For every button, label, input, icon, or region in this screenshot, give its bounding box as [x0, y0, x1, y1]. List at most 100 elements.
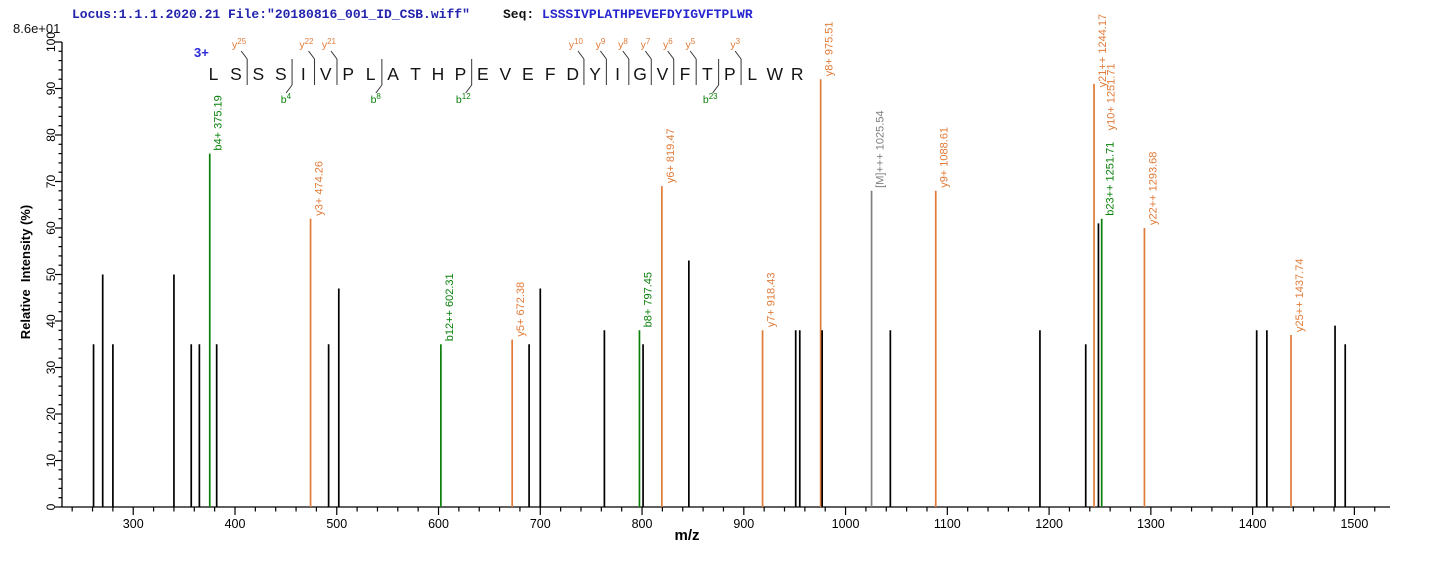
peak-label: y8+ 975.51: [824, 21, 836, 76]
residue-3-S: S: [253, 64, 265, 84]
seq-label: Seq:: [503, 7, 543, 22]
x-tick-label: 1300: [1137, 517, 1165, 531]
y3-ion-label: y3: [730, 37, 740, 51]
y-ion-tick: [330, 50, 338, 60]
residue-21-V: V: [657, 64, 669, 84]
y-ion-tick: [599, 50, 607, 60]
y-tick-label: 80: [44, 128, 58, 142]
y-ion-tick: [240, 50, 248, 60]
x-tick-label: 500: [326, 517, 347, 531]
peak-label: y5+ 672.38: [515, 282, 527, 337]
residue-16-F: F: [545, 64, 556, 84]
y-ion-tick: [644, 50, 652, 60]
peak-label: y7+ 918.43: [766, 273, 778, 328]
b-ion-tick: [285, 84, 293, 94]
residue-10-T: T: [410, 64, 421, 84]
b23-ion-label: b23: [703, 92, 718, 106]
residue-5-I: I: [301, 64, 306, 84]
y21-ion-label: y21: [322, 37, 337, 51]
residue-6-V: V: [320, 64, 332, 84]
y-axis-tick-labels: 0 10 20 30 40 50 60 70 80 90 100: [44, 32, 58, 511]
residue-11-H: H: [432, 64, 445, 84]
y6-ion-label: y6: [663, 37, 673, 51]
residue-8-L: L: [366, 64, 376, 84]
residue-17-D: D: [566, 64, 579, 84]
seq-value: LSSSIVPLATHPEVEFDYIGVFTPLWR: [542, 7, 753, 22]
y-tick-label: 90: [44, 82, 58, 96]
peak-labels: b4+ 375.19 y3+ 474.26 b12++ 602.31 y5+ 672.…: [213, 14, 1306, 341]
peak-label: b23++ 1251.71: [1105, 142, 1117, 216]
x-tick-label: 800: [632, 517, 653, 531]
y7-ion-label: y7: [641, 37, 651, 51]
peak-label: b4+ 375.19: [213, 95, 225, 150]
residue-15-E: E: [522, 64, 534, 84]
x-tick-label: 600: [428, 517, 449, 531]
residue-12-P: P: [455, 64, 467, 84]
y-tick-label: 70: [44, 175, 58, 189]
residue-2-S: S: [230, 64, 242, 84]
precursor-charge-label: 3+: [194, 45, 209, 60]
residue-18-Y: Y: [589, 64, 601, 84]
b12-ion-label: b12: [456, 92, 471, 106]
residue-27-R: R: [791, 64, 804, 84]
peaks: [92, 79, 1347, 507]
peak-label: y21++ 1244.17: [1097, 14, 1109, 87]
x-tick-label: 700: [530, 517, 551, 531]
residue-25-L: L: [747, 64, 757, 84]
x-axis-tick-labels: 300 400 500 600 700 800 900 1000 1100 1200 1300 140…: [123, 517, 1369, 531]
peak-label: y25++ 1437.74: [1294, 259, 1306, 332]
axes: [61, 42, 1390, 508]
y-axis-ticks: [55, 41, 62, 508]
b-ion-tick: [712, 84, 720, 94]
residue-14-V: V: [500, 64, 512, 84]
y-ion-tick: [308, 50, 315, 60]
x-tick-label: 1400: [1239, 517, 1267, 531]
y-tick-label: 50: [44, 268, 58, 282]
x-tick-label: 1100: [934, 517, 961, 531]
y-ion-tick: [622, 50, 630, 60]
x-axis-title: m/z: [674, 527, 700, 544]
x-tick-label: 1200: [1035, 517, 1063, 531]
x-axis-ticks: [71, 507, 1376, 515]
y-tick-label: 0: [44, 503, 58, 510]
y-tick-label: 20: [44, 407, 58, 421]
peak-label: b8+ 797.45: [642, 272, 654, 327]
residue-13-E: E: [477, 64, 489, 84]
b8-ion-label: b8: [371, 92, 382, 106]
x-tick-label: 1000: [832, 517, 860, 531]
residue-4-S: S: [275, 64, 287, 84]
y5-ion-label: y5: [685, 37, 695, 51]
y8-ion-label: y8: [618, 37, 628, 51]
residue-19-I: I: [615, 64, 620, 84]
b-ion-tick: [465, 84, 473, 94]
peak-label: y10+ 1251.71: [1106, 63, 1118, 130]
peak-label: y6+ 819.47: [665, 128, 677, 183]
x-tick-label: 1500: [1340, 517, 1368, 531]
b-ion-tick: [375, 84, 383, 94]
peak-label: y22++ 1293.68: [1147, 152, 1159, 225]
b4-ion-label: b4: [281, 92, 292, 106]
residue-20-G: G: [633, 64, 647, 84]
y-tick-label: 100: [44, 32, 58, 52]
residue-1-L: L: [209, 64, 219, 84]
x-tick-label: 900: [733, 517, 754, 531]
y-tick-label: 10: [44, 454, 58, 468]
x-tick-label: 400: [225, 517, 246, 531]
y-tick-label: 40: [44, 314, 58, 328]
residue-24-P: P: [724, 64, 736, 84]
y25-ion-label: y25: [232, 37, 247, 51]
residue-22-F: F: [680, 64, 691, 84]
y-tick-label: 30: [44, 361, 58, 375]
y-ion-tick: [734, 50, 742, 60]
x-tick-label: 300: [123, 517, 144, 531]
y-ion-tick: [577, 50, 585, 60]
residue-9-A: A: [387, 64, 399, 84]
peak-label: y3+ 474.26: [314, 161, 326, 216]
y-ion-tick: [667, 50, 675, 60]
peak-label: b12++ 602.31: [444, 273, 456, 341]
locus-file-header: Locus:1.1.1.2020.21 File:"20180816_001_I…: [72, 7, 470, 22]
peak-label: [M]+++ 1025.54: [875, 110, 887, 187]
residue-26-W: W: [766, 64, 783, 84]
